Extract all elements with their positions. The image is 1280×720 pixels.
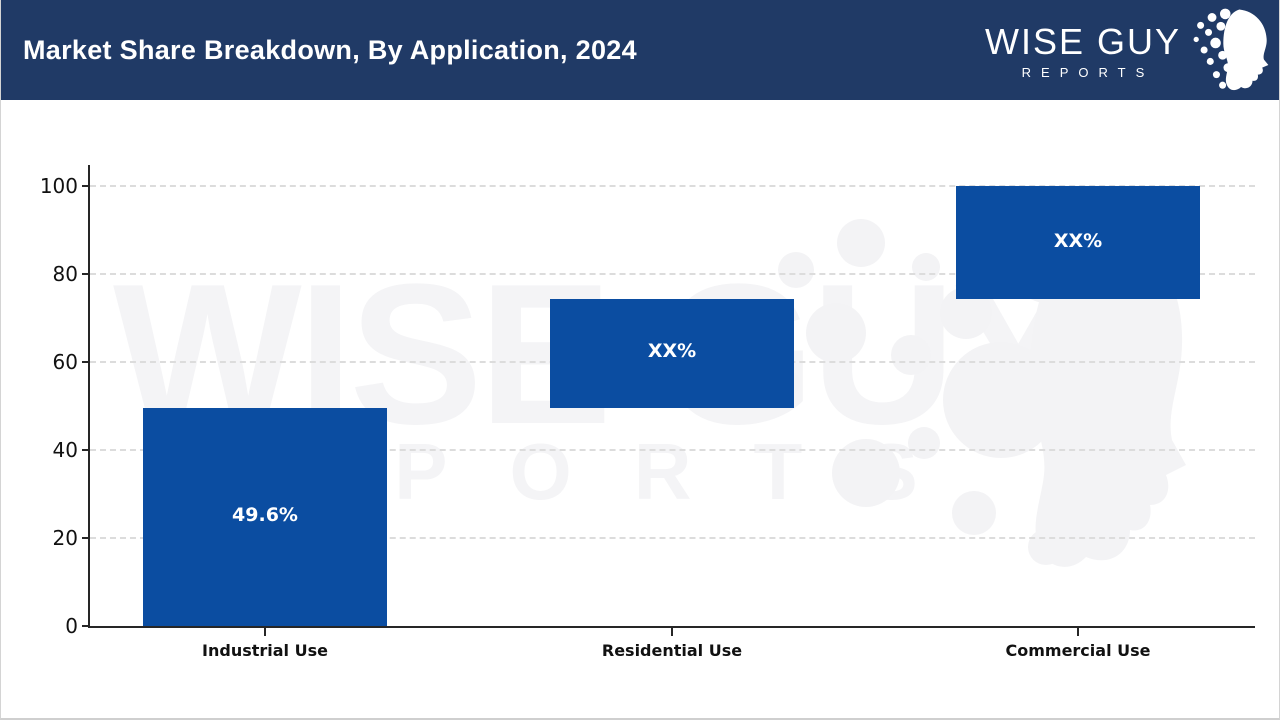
- y-axis-tick-label: 40: [52, 438, 78, 462]
- y-axis-tick-label: 100: [39, 174, 78, 198]
- bar-segment: [550, 299, 794, 408]
- x-axis-tick: [1077, 628, 1079, 636]
- bar-value-label: XX%: [647, 340, 697, 363]
- y-axis-line: [88, 165, 90, 628]
- x-axis-category-label: Industrial Use: [202, 641, 328, 660]
- brand-name: WISE GUY: [984, 20, 1181, 62]
- y-gridline: [90, 449, 1255, 451]
- y-axis-tick-label: 80: [52, 262, 78, 286]
- y-gridline: [90, 273, 1255, 275]
- bar-value-label: XX%: [1053, 229, 1103, 252]
- y-axis-tick-label: 0: [65, 614, 78, 638]
- brand-logo-text: WISE GUY REPORTS: [985, 21, 1181, 80]
- y-gridline: [90, 537, 1255, 539]
- x-axis-category-label: Residential Use: [601, 641, 743, 660]
- wise-guy-face-icon: [1193, 8, 1269, 91]
- bar-segment: [956, 186, 1200, 300]
- bar-segment: [143, 407, 387, 626]
- brand-subname: REPORTS: [1021, 64, 1155, 80]
- y-axis-tick: [82, 449, 89, 451]
- header-band: Market Share Breakdown, By Application, …: [1, 0, 1279, 100]
- y-gridline: [90, 185, 1255, 187]
- x-axis-tick: [264, 628, 266, 636]
- x-axis-line: [88, 626, 1255, 628]
- brand-logo: WISE GUY REPORTS: [985, 5, 1279, 95]
- bar-value-label: 49.6%: [232, 503, 298, 526]
- x-axis-tick: [671, 628, 673, 636]
- page-title: Market Share Breakdown, By Application, …: [23, 34, 637, 65]
- y-axis-tick-label: 20: [52, 526, 78, 550]
- y-axis-tick: [82, 185, 89, 187]
- x-axis-category-label: Commercial Use: [1005, 641, 1151, 660]
- y-axis-tick: [82, 361, 89, 363]
- y-axis-tick: [82, 537, 89, 539]
- y-axis-tick-label: 60: [52, 350, 78, 374]
- y-axis-tick: [82, 625, 89, 627]
- y-axis-tick: [82, 273, 89, 275]
